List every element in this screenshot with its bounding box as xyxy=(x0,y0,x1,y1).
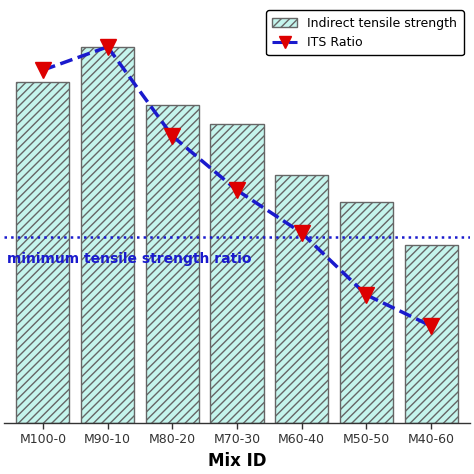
Bar xyxy=(404,245,457,423)
Bar xyxy=(81,47,134,423)
Legend: Indirect tensile strength, ITS Ratio: Indirect tensile strength, ITS Ratio xyxy=(266,10,464,55)
Bar xyxy=(17,82,70,423)
Bar xyxy=(340,202,393,423)
X-axis label: Mix ID: Mix ID xyxy=(208,452,266,470)
Bar xyxy=(210,124,264,423)
Bar xyxy=(146,105,199,423)
Bar xyxy=(275,175,328,423)
Text: minimum tensile strength ratio: minimum tensile strength ratio xyxy=(8,252,252,266)
